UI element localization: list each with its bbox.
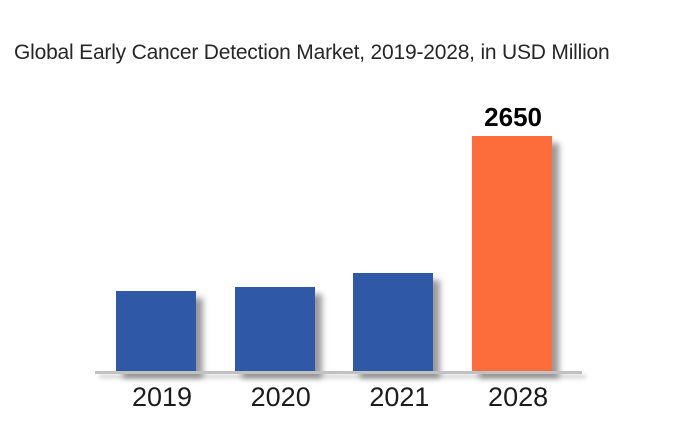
- x-tick-label-2019: 2019: [131, 382, 193, 412]
- bar-2028: [472, 136, 553, 371]
- bar-2019: [116, 291, 196, 371]
- x-axis-line: [95, 371, 582, 374]
- bar-2021: [353, 273, 434, 371]
- data-label-2028: 2650: [484, 102, 543, 132]
- x-tick-label-2020: 2020: [250, 382, 311, 412]
- chart-title: Global Early Cancer Detection Market, 20…: [14, 41, 610, 64]
- x-tick-label-2028: 2028: [488, 382, 549, 412]
- x-tick-label-2021: 2021: [369, 382, 430, 412]
- bar-2020: [234, 286, 315, 371]
